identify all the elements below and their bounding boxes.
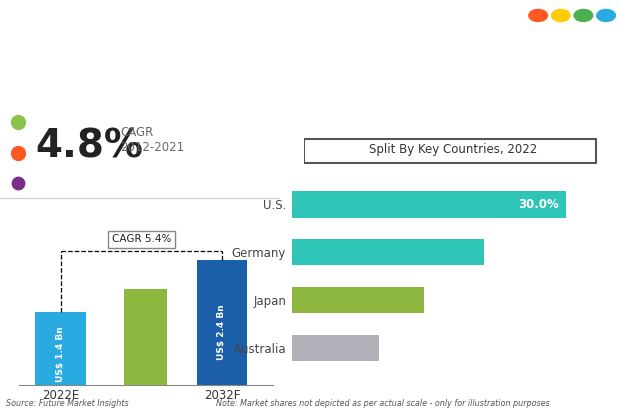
Point (13, 149, 23, 156)
Point (13, 119, 23, 126)
Bar (197, 260, 247, 385)
Text: US$ 2.4 Bn: US$ 2.4 Bn (217, 305, 226, 360)
Text: Source: Future Market Insights: Source: Future Market Insights (6, 399, 129, 409)
Text: US$ 1.4 Bn: US$ 1.4 Bn (56, 326, 65, 382)
Text: CAGR 5.4%: CAGR 5.4% (112, 234, 171, 244)
Text: CAGR
2012-2021: CAGR 2012-2021 (120, 127, 184, 155)
Bar (292, 191, 566, 217)
Text: fmi: fmi (547, 35, 588, 54)
Text: Split By Key Countries, 2022: Split By Key Countries, 2022 (369, 143, 538, 156)
Bar (124, 289, 167, 385)
FancyBboxPatch shape (304, 139, 597, 163)
Circle shape (597, 10, 616, 21)
Bar (35, 312, 86, 385)
Circle shape (552, 10, 570, 21)
Text: Future Market Insights: Future Market Insights (532, 72, 603, 77)
Point (13, 179, 23, 186)
Circle shape (529, 10, 548, 21)
Bar (292, 239, 484, 266)
Bar (292, 335, 378, 361)
Text: Global Vascular Closure Devices Market Analysis: Global Vascular Closure Devices Market A… (13, 14, 414, 29)
Text: 4.8%: 4.8% (35, 127, 143, 166)
Bar (292, 287, 424, 313)
Circle shape (574, 10, 593, 21)
Text: 2022-2032: 2022-2032 (13, 54, 100, 69)
Text: Note: Market shares not depicted as per actual scale - only for illustration pur: Note: Market shares not depicted as per … (216, 399, 549, 409)
Text: 30.0%: 30.0% (519, 198, 559, 211)
